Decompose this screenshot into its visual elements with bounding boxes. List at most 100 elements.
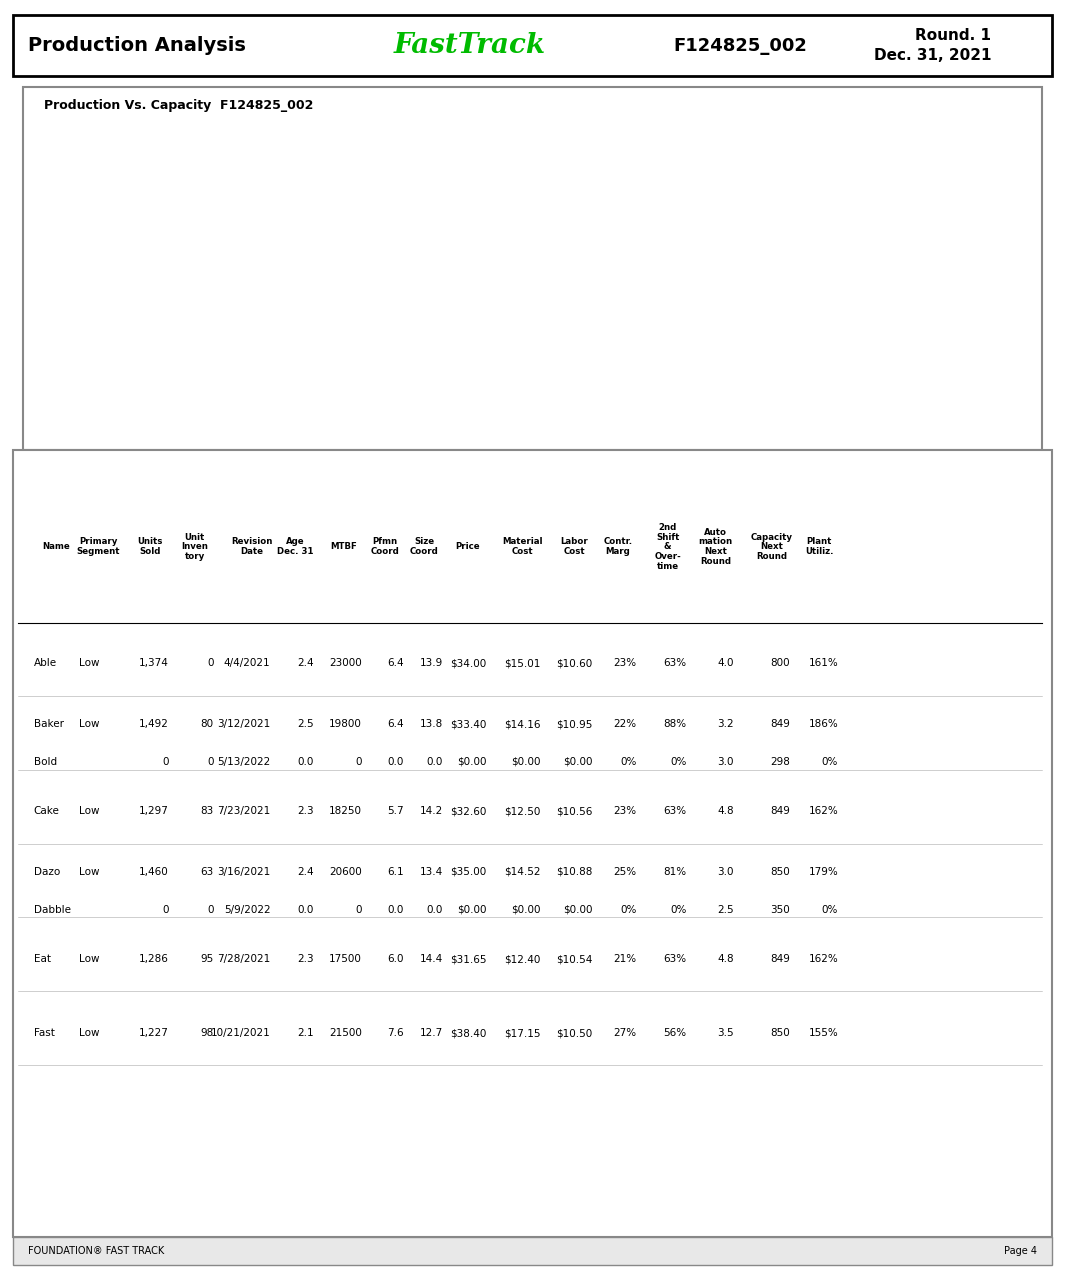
Text: $33.40: $33.40 [450,719,487,730]
Text: 19800: 19800 [329,719,362,730]
Bar [91,623,867,636]
Text: 1,460: 1,460 [138,867,168,877]
Text: $10.88: $10.88 [556,867,593,877]
Text: 850: 850 [771,867,790,877]
Text: Able: Able [34,658,56,668]
Text: 81%: 81% [663,867,686,877]
Text: 4.8: 4.8 [718,954,734,964]
Text: Page 4: Page 4 [1003,1245,1036,1256]
Text: Low: Low [79,867,100,877]
Text: 2.4: 2.4 [297,658,314,668]
Text: Labor
Cost: Labor Cost [560,538,588,556]
Text: 1,297: 1,297 [138,806,168,817]
Text: 3.5: 3.5 [718,1028,734,1038]
Text: 179%: 179% [808,867,838,877]
Text: 3.0: 3.0 [718,867,734,877]
Text: $0.00: $0.00 [563,905,593,915]
Bar [91,696,588,709]
Bar [91,668,992,681]
Text: 6.1: 6.1 [387,867,404,877]
Text: 3/16/2021: 3/16/2021 [217,867,271,877]
Text: $10.60: $10.60 [557,658,593,668]
Text: Low: Low [79,1028,100,1038]
Text: 80: 80 [200,719,213,730]
Text: MTBF: MTBF [330,543,357,552]
Text: 162%: 162% [808,954,838,964]
Text: 88%: 88% [663,719,686,730]
Text: 161%: 161% [808,658,838,668]
Text: 0: 0 [356,756,362,767]
Text: 350: 350 [771,905,790,915]
Text: 298: 298 [770,756,790,767]
Text: $14.16: $14.16 [505,719,541,730]
Text: 0: 0 [207,658,213,668]
Text: 7.6: 7.6 [387,1028,404,1038]
Bar [91,785,588,797]
Text: Pfmn
Coord: Pfmn Coord [371,538,399,556]
Text: 162%: 162% [808,806,838,817]
Text: 5/9/2022: 5/9/2022 [224,905,271,915]
Text: 849: 849 [770,954,790,964]
Text: FastTrack: FastTrack [394,32,546,59]
Text: 23%: 23% [613,806,637,817]
Text: 5.7: 5.7 [387,806,404,817]
Text: 63%: 63% [663,806,686,817]
Text: 25%: 25% [613,867,637,877]
Text: Price: Price [456,543,480,552]
Text: Material
Cost: Material Cost [502,538,542,556]
Text: 14.2: 14.2 [420,806,443,817]
Text: 6.0: 6.0 [387,954,404,964]
Text: 7/28/2021: 7/28/2021 [217,954,271,964]
Text: $0.00: $0.00 [457,756,487,767]
Text: 1,286: 1,286 [138,954,168,964]
Text: $17.15: $17.15 [505,1028,541,1038]
Text: $15.01: $15.01 [505,658,541,668]
Text: Plant
Utiliz.: Plant Utiliz. [805,538,834,556]
Text: 23000: 23000 [329,658,362,668]
Text: 0: 0 [207,905,213,915]
Text: 849: 849 [770,719,790,730]
Text: 0%: 0% [822,905,838,915]
Text: 4/4/2021: 4/4/2021 [224,658,271,668]
FancyBboxPatch shape [13,15,1052,77]
Text: 2.4: 2.4 [297,867,314,877]
Text: Baker: Baker [34,719,64,730]
Text: $10.95: $10.95 [556,719,593,730]
Text: Dabble: Dabble [34,905,70,915]
Bar [91,756,992,769]
Text: 0.0: 0.0 [427,905,443,915]
Text: 0: 0 [162,905,168,915]
Text: 95: 95 [200,954,213,964]
Text: 13.8: 13.8 [420,719,443,730]
FancyBboxPatch shape [13,451,1052,1236]
Text: Production Vs. Capacity  F124825_002: Production Vs. Capacity F124825_002 [44,99,313,111]
Text: 2.5: 2.5 [297,719,314,730]
Text: 3.0: 3.0 [718,756,734,767]
FancyBboxPatch shape [23,87,1042,451]
Text: $31.65: $31.65 [450,954,487,964]
FancyBboxPatch shape [13,1236,1052,1265]
Text: 0: 0 [207,756,213,767]
Text: 14.4: 14.4 [420,954,443,964]
Text: $38.40: $38.40 [450,1028,487,1038]
Text: 2.3: 2.3 [297,954,314,964]
Text: 1,227: 1,227 [138,1028,168,1038]
Text: 5/13/2022: 5/13/2022 [217,756,271,767]
Text: 155%: 155% [808,1028,838,1038]
Text: 0%: 0% [822,756,838,767]
Text: 98: 98 [200,1028,213,1038]
Text: Unit
Inven
tory: Unit Inven tory [181,532,208,561]
Text: 12.7: 12.7 [420,1028,443,1038]
Legend: Capacity, Production: Capacity, Production [298,929,479,951]
Text: 186%: 186% [808,719,838,730]
Text: 63%: 63% [663,954,686,964]
Text: Size
Coord: Size Coord [410,538,439,556]
Text: 22%: 22% [613,719,637,730]
Text: 2.1: 2.1 [297,1028,314,1038]
Text: $14.52: $14.52 [505,867,541,877]
Text: 4.0: 4.0 [718,658,734,668]
Text: $10.56: $10.56 [556,806,593,817]
Bar [91,800,867,814]
Text: 2.3: 2.3 [297,806,314,817]
Text: $34.00: $34.00 [450,658,487,668]
